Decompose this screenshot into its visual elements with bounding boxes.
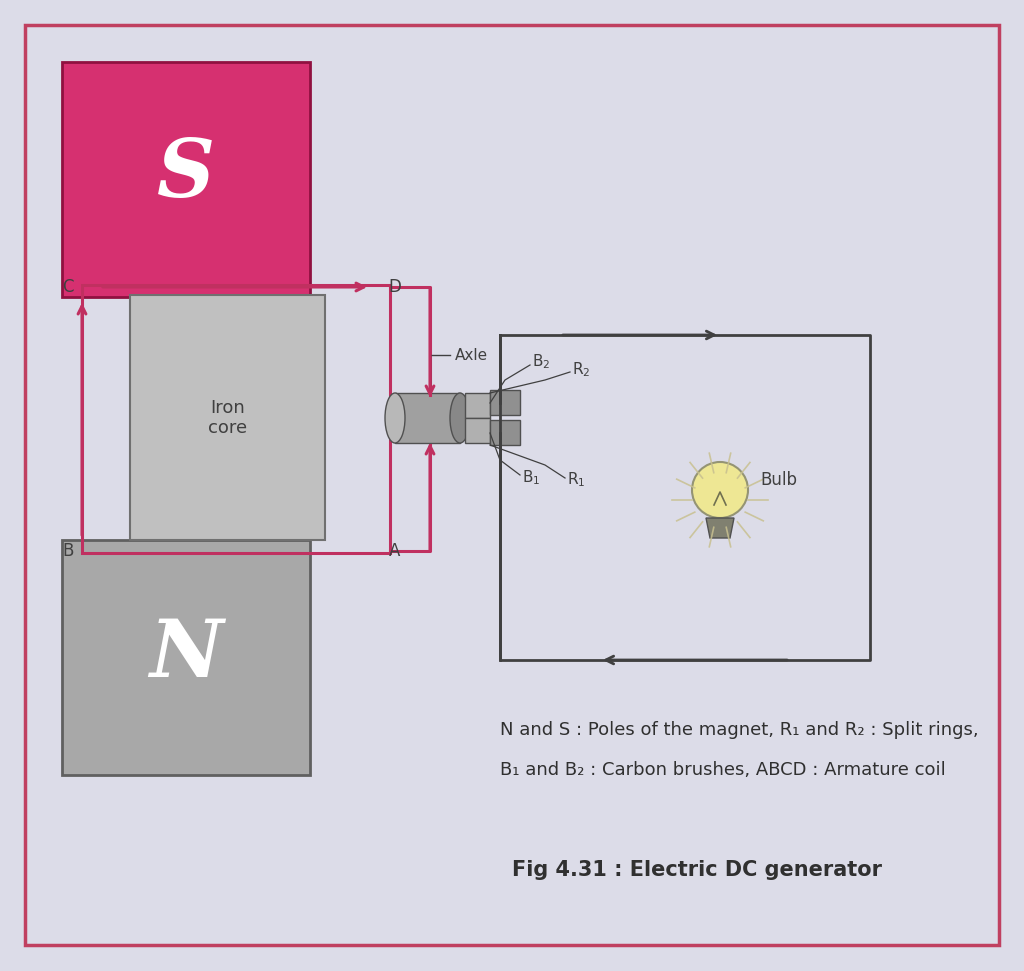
Text: Iron
core: Iron core — [209, 399, 248, 437]
Polygon shape — [706, 518, 734, 538]
Bar — [490, 390, 520, 415]
Ellipse shape — [385, 393, 406, 443]
Circle shape — [692, 462, 748, 518]
Text: B$_2$: B$_2$ — [532, 352, 550, 371]
Text: B₁ and B₂ : Carbon brushes, ABCD : Armature coil: B₁ and B₂ : Carbon brushes, ABCD : Armat… — [500, 761, 946, 779]
Text: Axle: Axle — [455, 348, 488, 362]
Bar — [62, 540, 310, 775]
Text: R$_2$: R$_2$ — [572, 360, 591, 380]
Text: Bulb: Bulb — [760, 471, 797, 489]
Text: A: A — [389, 542, 400, 560]
Text: Fig 4.31 : Electric DC generator: Fig 4.31 : Electric DC generator — [512, 860, 882, 880]
Bar — [130, 295, 325, 540]
Text: N: N — [150, 617, 223, 693]
Text: N and S : Poles of the magnet, R₁ and R₂ : Split rings,: N and S : Poles of the magnet, R₁ and R₂… — [500, 721, 979, 739]
Bar — [465, 393, 490, 418]
Bar — [62, 62, 310, 297]
Bar — [82, 285, 390, 553]
Bar — [395, 393, 460, 443]
Text: B: B — [62, 542, 74, 560]
Text: C: C — [62, 278, 74, 296]
Text: D: D — [388, 278, 401, 296]
Bar — [490, 420, 520, 445]
Text: R$_1$: R$_1$ — [567, 471, 586, 489]
Bar — [465, 418, 490, 443]
Text: S: S — [157, 136, 215, 214]
Text: B$_1$: B$_1$ — [522, 469, 541, 487]
Ellipse shape — [450, 393, 470, 443]
